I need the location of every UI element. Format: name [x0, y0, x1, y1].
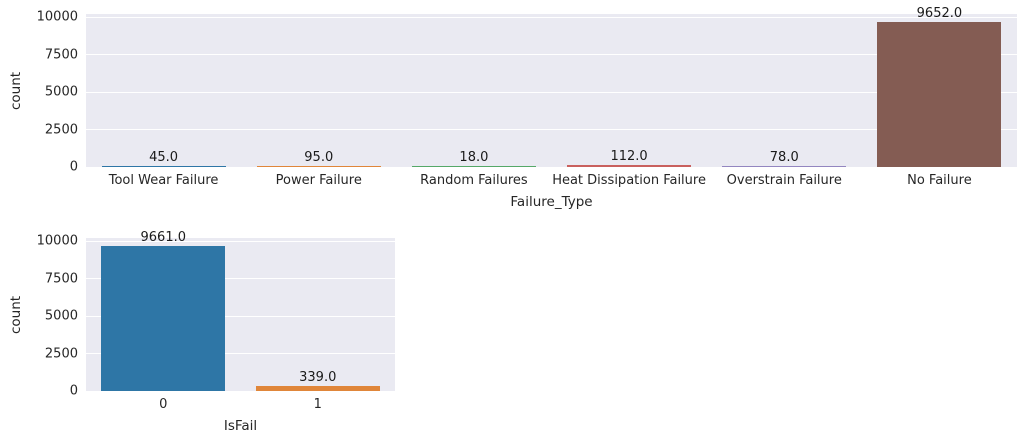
x-axis-label: IsFail [223, 418, 258, 434]
bar-value-label: 9652.0 [916, 6, 963, 22]
bar [256, 165, 381, 167]
y-tick-label: 0 [69, 383, 78, 399]
bar-value-label: 9661.0 [140, 230, 187, 246]
y-tick-label: 2500 [44, 346, 78, 361]
bar-value-label: 78.0 [769, 149, 799, 165]
gridline [86, 16, 1017, 18]
x-tick-label: Tool Wear Failure [108, 173, 219, 188]
bar-value-label: 339.0 [299, 369, 337, 385]
gridline [86, 240, 395, 242]
gridline [86, 390, 395, 392]
gridline [86, 129, 1017, 130]
bar-value-label: 112.0 [610, 149, 648, 165]
y-tick-label: 7500 [44, 271, 78, 286]
bar [101, 246, 226, 391]
x-tick-label: Heat Dissipation Failure [552, 173, 706, 188]
x-tick-label: Overstrain Failure [726, 173, 842, 188]
x-tick-label: Random Failures [420, 173, 528, 188]
plot-area [86, 14, 1017, 168]
x-tick-label: 1 [313, 397, 322, 412]
bar [722, 165, 847, 167]
gridline [86, 278, 395, 279]
y-tick-label: 5000 [44, 308, 78, 324]
bar [255, 385, 380, 391]
bar [101, 166, 226, 167]
x-tick-label: No Failure [907, 173, 972, 188]
gridline [86, 54, 1017, 55]
y-tick-label: 7500 [44, 47, 78, 62]
y-tick-label: 0 [69, 159, 78, 175]
y-axis-label: count [8, 295, 24, 334]
gridline [86, 315, 395, 317]
y-axis-label: count [8, 71, 24, 110]
y-tick-label: 10000 [36, 233, 78, 249]
gridline [86, 91, 1017, 93]
y-tick-label: 5000 [44, 84, 78, 100]
x-tick-label: Power Failure [275, 173, 362, 188]
x-axis-label: Failure_Type [510, 194, 593, 210]
y-tick-label: 10000 [36, 9, 78, 25]
bar [411, 166, 536, 167]
gridline [86, 166, 1017, 168]
bar [877, 22, 1002, 167]
bar-value-label: 45.0 [149, 150, 179, 165]
plot-area [86, 238, 395, 392]
bar [567, 165, 692, 167]
y-tick-label: 2500 [44, 122, 78, 137]
bar-value-label: 95.0 [304, 149, 334, 165]
gridline [86, 353, 395, 354]
bar-value-label: 18.0 [459, 150, 489, 165]
x-tick-label: 0 [159, 397, 168, 412]
